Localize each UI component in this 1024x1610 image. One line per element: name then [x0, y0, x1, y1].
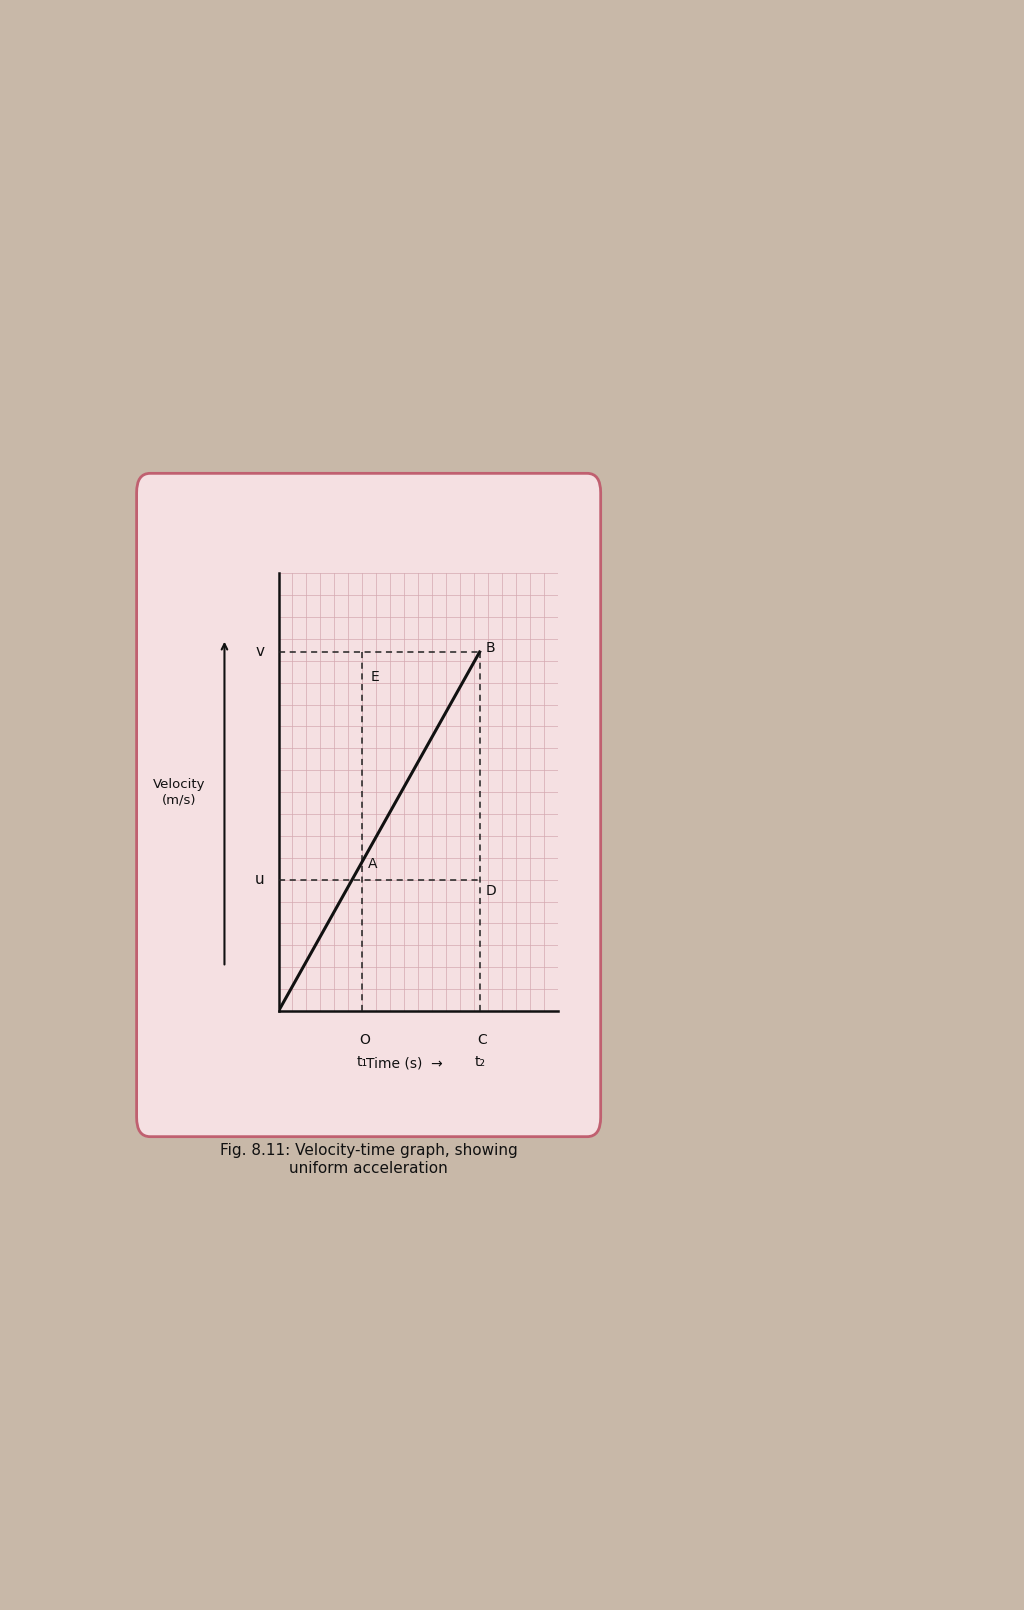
- Text: Velocity
(m/s): Velocity (m/s): [154, 778, 206, 807]
- Text: E: E: [371, 670, 380, 684]
- Text: B: B: [485, 641, 495, 655]
- Text: t₁: t₁: [356, 1055, 368, 1069]
- Text: D: D: [485, 884, 496, 898]
- Text: v: v: [256, 644, 264, 660]
- Text: Fig. 8.11: Velocity-time graph, showing
uniform acceleration: Fig. 8.11: Velocity-time graph, showing …: [220, 1143, 517, 1175]
- Text: Time (s)  →: Time (s) →: [366, 1056, 442, 1071]
- Text: u: u: [255, 873, 264, 887]
- Text: t₂: t₂: [474, 1055, 485, 1069]
- Text: A: A: [368, 857, 378, 871]
- FancyBboxPatch shape: [136, 473, 601, 1137]
- Text: O: O: [359, 1034, 371, 1047]
- Text: C: C: [477, 1034, 487, 1047]
